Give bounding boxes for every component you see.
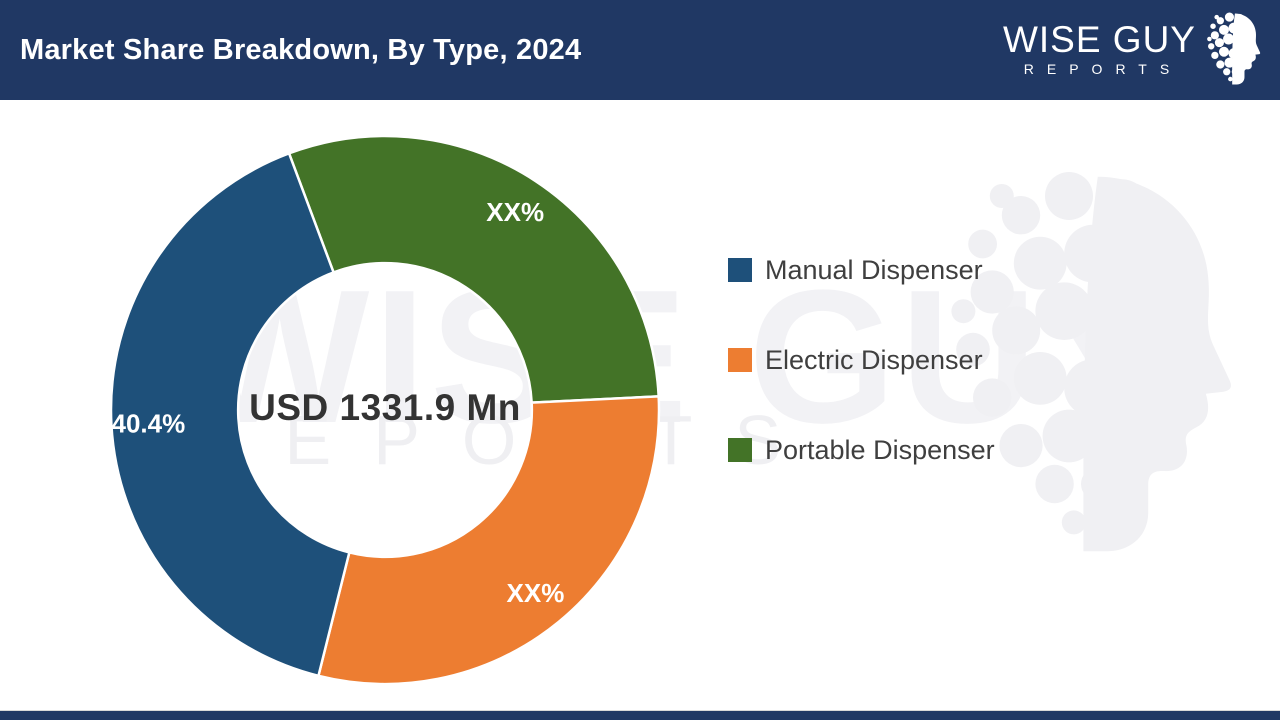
logo-wordmark: WISE GUY	[1002, 18, 1196, 60]
donut-slice-manual-dispenser	[109, 152, 351, 678]
bottom-border-line	[0, 710, 1280, 711]
wise-guy-reports-logo: WISE GUY REPORTS	[1003, 8, 1266, 90]
donut-slice-portable-dispenser	[287, 134, 660, 404]
slice-label-electric-dispenser: XX%	[507, 578, 565, 608]
legend-swatch	[728, 438, 752, 462]
logo-head-icon	[1207, 12, 1261, 85]
legend-label: Electric Dispenser	[765, 344, 983, 375]
logo-text-block: WISE GUY REPORTS	[1002, 18, 1196, 78]
chart-legend: Manual Dispenser Electric Dispenser Portab…	[728, 254, 995, 465]
legend-label: Portable Dispenser	[765, 434, 995, 465]
legend-item-electric-dispenser: Electric Dispenser	[728, 344, 995, 375]
legend-item-manual-dispenser: Manual Dispenser	[728, 254, 995, 285]
donut-slice-electric-dispenser	[317, 395, 661, 686]
legend-item-portable-dispenser: Portable Dispenser	[728, 434, 995, 465]
logo-tagline: REPORTS	[1023, 61, 1183, 78]
legend-label: Manual Dispenser	[765, 254, 983, 285]
legend-swatch	[728, 258, 752, 282]
header-bar: Market Share Breakdown, By Type, 2024 WI…	[0, 0, 1280, 100]
slice-label-portable-dispenser: XX%	[486, 197, 544, 227]
watermark-tagline: REPORTS	[192, 401, 824, 479]
donut-chart: XX% XX% 40.4%	[109, 134, 661, 686]
slice-label-manual-dispenser: 40.4%	[111, 408, 185, 438]
page-title: Market Share Breakdown, By Type, 2024	[20, 33, 582, 66]
legend-swatch	[728, 348, 752, 372]
footer-bar	[0, 711, 1280, 720]
chart-center-value: USD 1331.9 Mn	[249, 387, 521, 428]
